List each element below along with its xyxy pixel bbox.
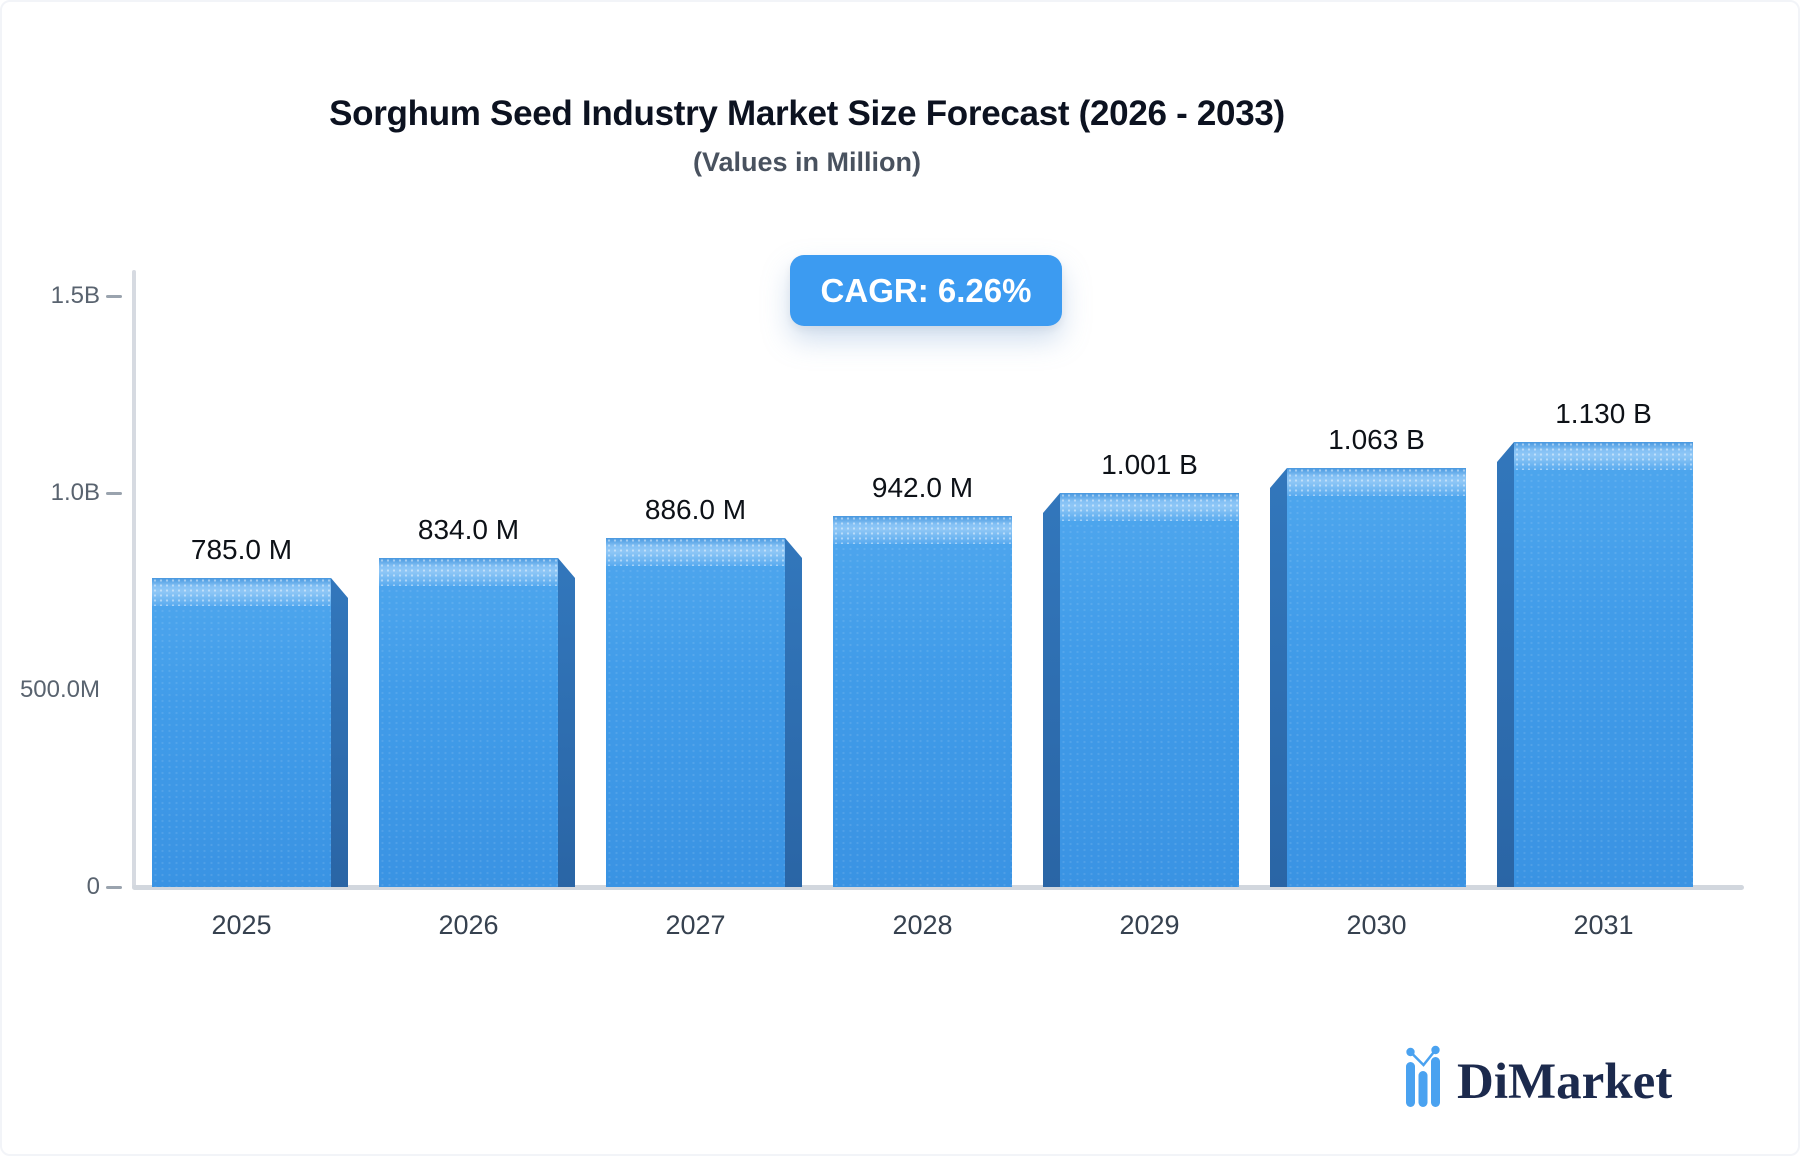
bar-top-face: [379, 558, 558, 586]
bar-side-face: [1270, 468, 1287, 887]
bar-top-face: [1060, 493, 1239, 521]
chart-header: Sorghum Seed Industry Market Size Foreca…: [2, 94, 1612, 178]
x-axis-label: 2028: [892, 910, 953, 940]
y-axis-tick-label: 0: [86, 873, 100, 900]
bar-2029[interactable]: [1060, 493, 1239, 887]
bar-2031[interactable]: [1514, 442, 1693, 887]
x-axis-label: 2031: [1573, 910, 1634, 940]
chart-subtitle: (Values in Million): [692, 147, 922, 177]
y-axis-tick-label: 500.0M: [19, 676, 100, 703]
bar-top-face: [833, 516, 1012, 544]
brand-logo: DiMarket: [1404, 1044, 1673, 1111]
bar-2027[interactable]: [606, 538, 785, 887]
x-axis-line: [132, 885, 1744, 890]
bar-2030[interactable]: [1287, 468, 1466, 887]
mini-bar-chart-icon: [1406, 1045, 1440, 1107]
y-axis-tick-label: 1.0B: [50, 479, 100, 506]
bar-value-label: 834.0 M: [417, 514, 520, 545]
y-axis-tick-label: 1.5B: [50, 282, 100, 309]
bar-2026[interactable]: [379, 558, 558, 887]
bar-value-label: 942.0 M: [871, 472, 974, 503]
bar-2028[interactable]: [833, 516, 1012, 887]
bar-value-label: 886.0 M: [644, 494, 747, 525]
bar-top-face: [1287, 468, 1466, 496]
x-axis-label: 2027: [665, 910, 726, 940]
chart-title: Sorghum Seed Industry Market Size Foreca…: [329, 94, 1285, 133]
bar-value-label: 785.0 M: [190, 534, 293, 565]
bar-side-face: [1497, 442, 1514, 887]
bar-value-label: 1.001 B: [1101, 449, 1198, 480]
x-axis-label: 2029: [1119, 910, 1180, 940]
bar-top-face: [606, 538, 785, 566]
x-axis-label: 2030: [1346, 910, 1407, 940]
bar-2025[interactable]: [152, 578, 331, 887]
brand-name: DiMarket: [1457, 1054, 1673, 1111]
y-axis-tick-mark: [106, 492, 122, 495]
x-axis-label: 2026: [438, 910, 499, 940]
bar-side-face: [331, 578, 348, 887]
bar-value-label: 1.130 B: [1555, 398, 1652, 429]
bar-top-face: [1514, 442, 1693, 470]
bar-top-face: [152, 578, 331, 606]
y-axis-tick-mark: [106, 886, 122, 889]
y-axis-line: [132, 270, 136, 888]
cagr-badge: CAGR: 6.26%: [790, 255, 1062, 326]
x-axis-label: 2025: [211, 910, 272, 940]
y-axis-tick-mark: [106, 295, 122, 298]
bar-side-face: [558, 558, 575, 887]
bar-side-face: [1043, 493, 1060, 887]
bar-side-face: [785, 538, 802, 887]
bar-value-label: 1.063 B: [1328, 424, 1425, 455]
